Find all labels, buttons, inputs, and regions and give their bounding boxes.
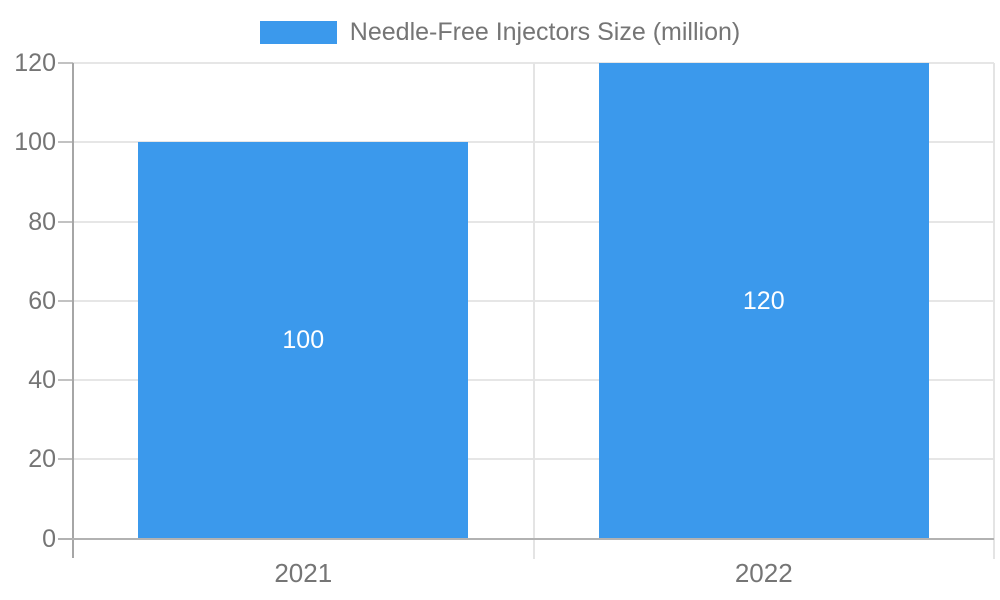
category-boundary-line <box>993 63 995 559</box>
y-axis-label: 120 <box>14 49 56 77</box>
x-axis-label: 2021 <box>274 558 333 588</box>
bar-2021[interactable] <box>138 142 469 539</box>
y-axis-label: 20 <box>28 445 56 474</box>
y-axis-label: 100 <box>14 128 56 157</box>
y-axis-tick <box>58 220 73 223</box>
x-axis-line <box>58 537 994 540</box>
chart-legend[interactable]: Needle-Free Injectors Size (million) <box>0 18 1000 47</box>
legend-label: Needle-Free Injectors Size (million) <box>349 18 741 46</box>
y-axis-label: 80 <box>28 207 56 236</box>
y-axis-label: 40 <box>28 366 56 394</box>
category-boundary-line <box>532 63 535 559</box>
y-axis-tick <box>58 458 73 461</box>
y-axis-line <box>72 63 74 558</box>
y-axis-label: 0 <box>42 524 56 553</box>
legend-swatch-icon <box>259 21 337 44</box>
y-axis-tick <box>58 379 73 381</box>
bar-2022[interactable] <box>598 63 929 539</box>
y-axis-tick <box>58 299 73 302</box>
y-axis-label: 60 <box>28 286 56 315</box>
y-axis-tick <box>58 62 73 64</box>
y-axis-tick <box>58 141 73 144</box>
bar-value-label: 120 <box>742 286 785 315</box>
x-axis-label: 2022 <box>734 558 793 588</box>
bar-value-label: 100 <box>282 326 325 355</box>
